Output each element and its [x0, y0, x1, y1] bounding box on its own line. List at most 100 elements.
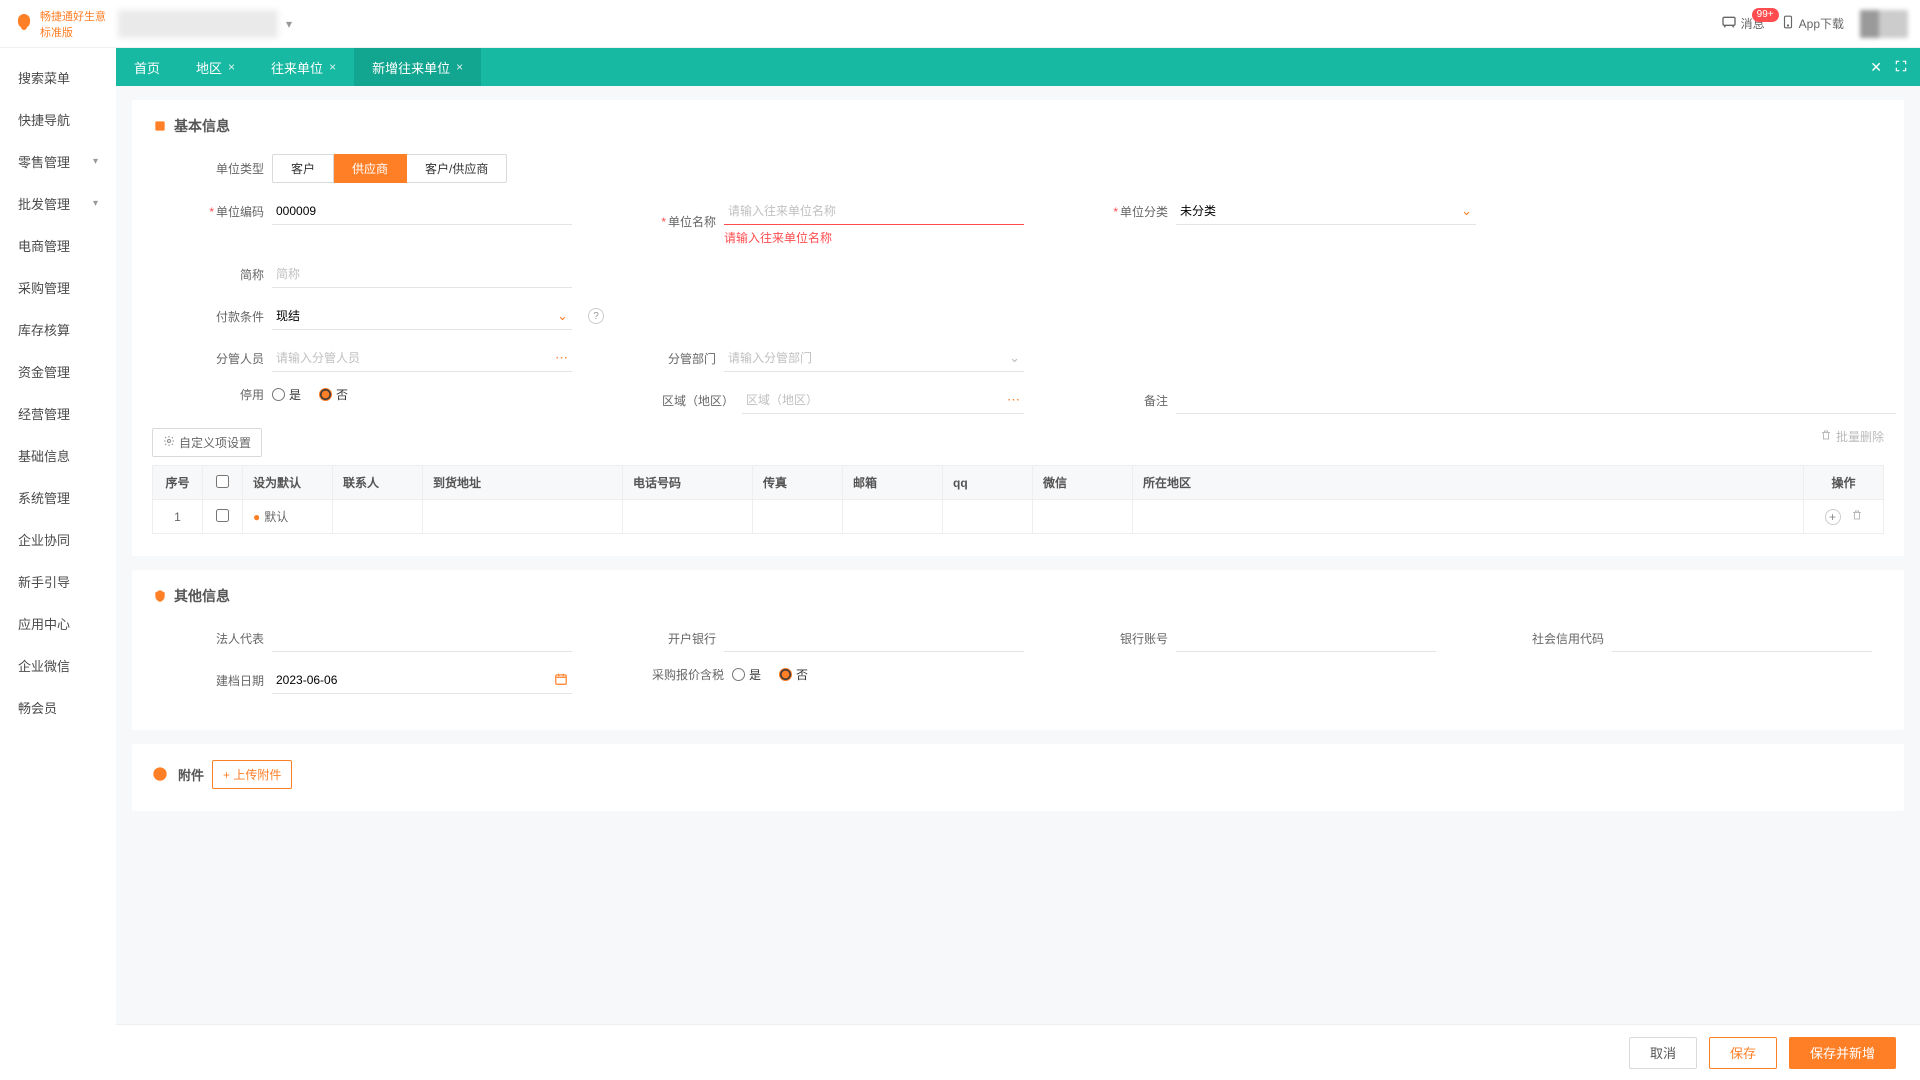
- calendar-icon[interactable]: [554, 672, 568, 689]
- sidebar-item[interactable]: 库存核算: [0, 308, 116, 350]
- upload-attachment-button[interactable]: + 上传附件: [212, 760, 292, 789]
- unit-type-pill[interactable]: 供应商: [334, 154, 407, 183]
- batch-delete-button[interactable]: 批量删除: [1820, 428, 1884, 445]
- trash-icon[interactable]: [1851, 509, 1863, 524]
- unit-type-pill[interactable]: 客户: [272, 154, 334, 183]
- sidebar-item[interactable]: 系统管理: [0, 476, 116, 518]
- unit-name-input[interactable]: [724, 197, 1024, 225]
- sidebar-item-label: 新手引导: [18, 572, 70, 591]
- tab[interactable]: 新增往来单位×: [354, 48, 481, 86]
- short-name-input[interactable]: [272, 260, 572, 288]
- messages-button[interactable]: 消息 99+: [1721, 14, 1765, 33]
- close-icon[interactable]: ×: [329, 60, 336, 74]
- logo-edition: 标准版: [40, 24, 106, 40]
- table-cell[interactable]: [423, 500, 623, 534]
- messages-badge: 99+: [1752, 8, 1779, 22]
- table-cell[interactable]: [1033, 500, 1133, 534]
- avatar[interactable]: [1860, 10, 1908, 38]
- bank-input[interactable]: [724, 624, 1024, 652]
- label-legal-rep: 法人代表: [192, 630, 264, 647]
- app-download-button[interactable]: App下载: [1781, 14, 1844, 33]
- tab[interactable]: 地区×: [178, 48, 253, 86]
- tab[interactable]: 首页: [116, 48, 178, 86]
- credit-code-input[interactable]: [1612, 624, 1872, 652]
- sidebar-item-label: 企业协同: [18, 530, 70, 549]
- row-checkbox[interactable]: [216, 509, 229, 522]
- more-icon[interactable]: ⋯: [555, 350, 568, 366]
- manager-input[interactable]: [272, 344, 572, 372]
- sidebar-item[interactable]: 零售管理▾: [0, 140, 116, 182]
- more-icon[interactable]: ⋯: [1007, 392, 1020, 408]
- remark-input[interactable]: [1176, 386, 1896, 414]
- legal-rep-input[interactable]: [272, 624, 572, 652]
- table-cell[interactable]: [333, 500, 423, 534]
- sidebar-item[interactable]: 基础信息: [0, 434, 116, 476]
- pay-terms-select[interactable]: [272, 302, 572, 330]
- bank-acct-input[interactable]: [1176, 624, 1436, 652]
- sidebar-item[interactable]: 批发管理▾: [0, 182, 116, 224]
- attachment-panel: 附件 + 上传附件: [132, 744, 1904, 811]
- sidebar-item[interactable]: 经营管理: [0, 392, 116, 434]
- sidebar-item[interactable]: 畅会员: [0, 686, 116, 728]
- chevron-down-icon[interactable]: ⌄: [557, 308, 568, 324]
- sidebar-item[interactable]: 应用中心: [0, 602, 116, 644]
- table-header-cell: 传真: [753, 466, 843, 500]
- unit-category-select[interactable]: [1176, 197, 1476, 225]
- sidebar-item[interactable]: 采购管理: [0, 266, 116, 308]
- sidebar-item[interactable]: 搜索菜单: [0, 56, 116, 98]
- sidebar-item[interactable]: 企业协同: [0, 518, 116, 560]
- close-icon[interactable]: ×: [456, 60, 463, 74]
- table-cell[interactable]: [1133, 500, 1804, 534]
- unit-code-input[interactable]: [272, 197, 572, 225]
- disabled-yes-radio[interactable]: 是: [272, 386, 301, 403]
- help-icon[interactable]: ?: [588, 308, 604, 324]
- region-input[interactable]: [742, 386, 1024, 414]
- disabled-no-radio[interactable]: 否: [319, 386, 348, 403]
- chevron-down-icon[interactable]: ⌄: [1009, 350, 1020, 366]
- save-button[interactable]: 保存: [1709, 1037, 1777, 1069]
- org-selector-blurred[interactable]: [118, 10, 278, 38]
- select-all-checkbox[interactable]: [216, 475, 229, 488]
- table-cell[interactable]: [943, 500, 1033, 534]
- field-manager: 分管人员 ⋯: [192, 344, 572, 372]
- custom-settings-button[interactable]: 自定义项设置: [152, 428, 262, 457]
- sidebar-item[interactable]: 快捷导航: [0, 98, 116, 140]
- sidebar-item-label: 经营管理: [18, 404, 70, 423]
- table-cell[interactable]: [843, 500, 943, 534]
- sidebar-item[interactable]: 资金管理: [0, 350, 116, 392]
- save-and-new-button[interactable]: 保存并新增: [1789, 1037, 1896, 1069]
- chevron-down-icon[interactable]: ▾: [286, 17, 292, 31]
- chevron-down-icon: ▾: [93, 198, 98, 209]
- chevron-down-icon[interactable]: ⌄: [1461, 203, 1472, 219]
- field-unit-name: *单位名称 请输入往来单位名称: [644, 197, 1024, 246]
- purchase-tax-yes-radio[interactable]: 是: [732, 666, 761, 683]
- content-scroll[interactable]: 基本信息 单位类型 客户供应商客户/供应商 *单位编码 *单位名称: [116, 86, 1920, 1080]
- close-all-tabs-icon[interactable]: ✕: [1870, 59, 1882, 76]
- table-header-cell: 到货地址: [423, 466, 623, 500]
- fullscreen-icon[interactable]: [1894, 59, 1908, 76]
- table-cell[interactable]: [623, 500, 753, 534]
- tabs-bar-right: ✕: [1858, 48, 1920, 86]
- created-date-input[interactable]: [272, 666, 572, 694]
- table-header-cell: 所在地区: [1133, 466, 1804, 500]
- row-default-indicator[interactable]: ●默认: [253, 508, 288, 525]
- table-header-row: 序号设为默认联系人到货地址电话号码传真邮箱qq微信所在地区操作: [153, 466, 1884, 500]
- sidebar-item[interactable]: 新手引导: [0, 560, 116, 602]
- unit-name-error: 请输入往来单位名称: [724, 229, 1024, 246]
- tab[interactable]: 往来单位×: [253, 48, 354, 86]
- attachment-title: 附件: [178, 765, 204, 784]
- logo-icon: [12, 12, 36, 36]
- add-row-icon[interactable]: +: [1825, 509, 1841, 525]
- close-icon[interactable]: ×: [228, 60, 235, 74]
- unit-type-pill[interactable]: 客户/供应商: [407, 154, 507, 183]
- dept-select[interactable]: [724, 344, 1024, 372]
- sidebar-item[interactable]: 企业微信: [0, 644, 116, 686]
- sidebar-item[interactable]: 电商管理: [0, 224, 116, 266]
- table-cell[interactable]: [753, 500, 843, 534]
- table-header-cell: 微信: [1033, 466, 1133, 500]
- table-header-cell: 操作: [1804, 466, 1884, 500]
- cancel-button[interactable]: 取消: [1629, 1037, 1697, 1069]
- field-created-date: 建档日期: [192, 666, 572, 694]
- purchase-tax-no-radio[interactable]: 否: [779, 666, 808, 683]
- table-header-cell: 序号: [153, 466, 203, 500]
